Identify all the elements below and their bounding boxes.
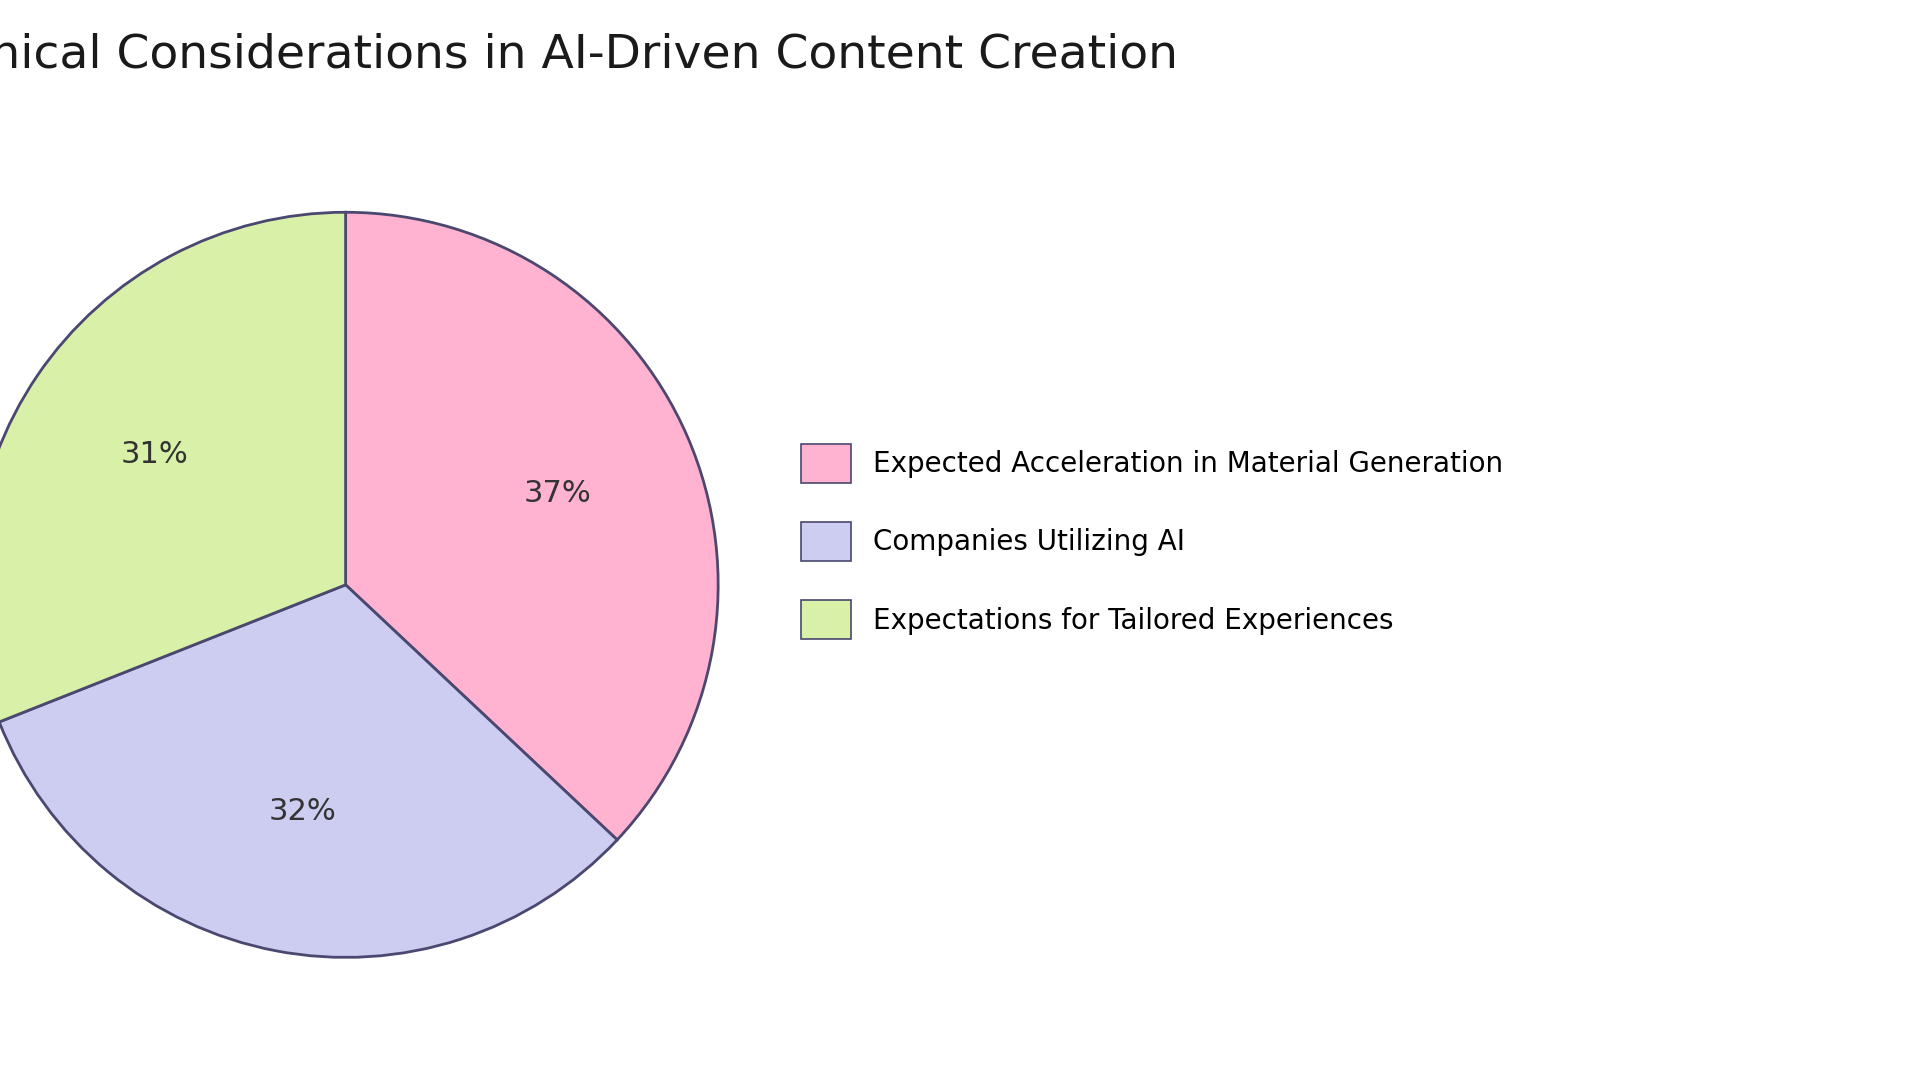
Wedge shape — [0, 585, 616, 957]
Text: 32%: 32% — [269, 797, 336, 826]
Legend: Expected Acceleration in Material Generation, Companies Utilizing AI, Expectatio: Expected Acceleration in Material Genera… — [801, 444, 1503, 639]
Wedge shape — [0, 212, 346, 722]
Text: Ethical Considerations in AI-Driven Content Creation: Ethical Considerations in AI-Driven Cont… — [0, 32, 1179, 78]
Text: 31%: 31% — [121, 441, 188, 470]
Text: 37%: 37% — [524, 479, 591, 508]
Wedge shape — [346, 212, 718, 839]
